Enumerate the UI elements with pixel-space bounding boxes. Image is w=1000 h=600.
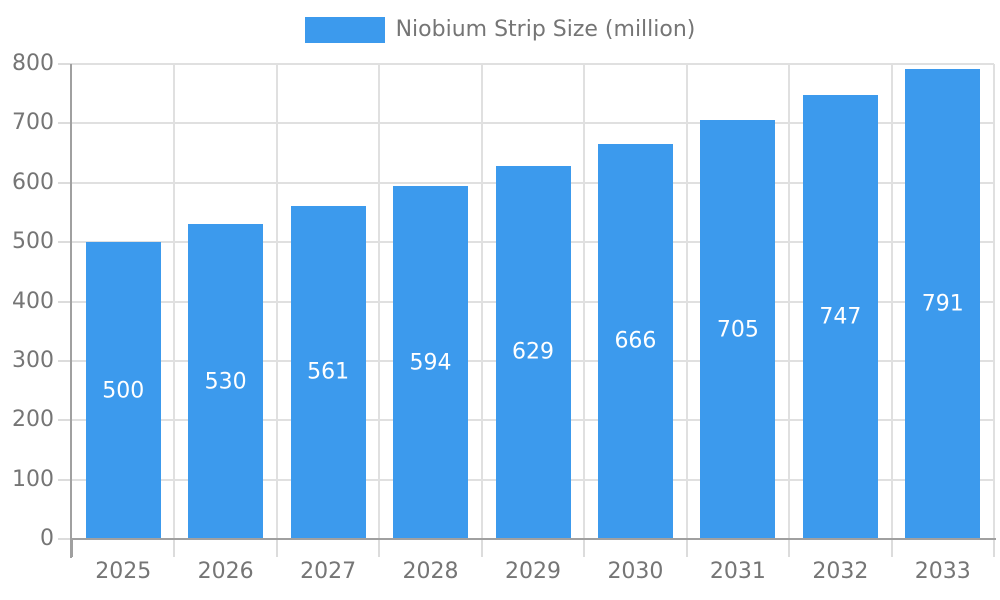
x-axis-label: 2027 <box>300 559 357 584</box>
v-gridline <box>275 64 278 539</box>
v-gridline <box>378 64 381 539</box>
legend[interactable]: Niobium Strip Size (million) <box>0 17 1000 43</box>
bar-value-label: 561 <box>307 359 350 385</box>
h-gridline <box>72 63 994 65</box>
bar-value-label: 629 <box>512 339 554 365</box>
x-axis-label: 2028 <box>402 559 459 584</box>
x-axis-label: 2031 <box>709 559 766 584</box>
bar-value-label: 500 <box>102 378 145 404</box>
x-tick <box>71 538 73 557</box>
y-axis-label: 400 <box>12 288 54 314</box>
y-axis-line <box>70 64 72 558</box>
x-tick <box>480 538 483 557</box>
plot-area: 500 530 561 594 629 666 705 747 791 <box>72 63 995 539</box>
x-tick <box>275 538 278 557</box>
y-tick <box>58 241 72 244</box>
y-tick <box>58 122 72 125</box>
x-tick <box>890 538 893 557</box>
y-axis-label: 100 <box>12 466 54 492</box>
bar-value-label: 530 <box>204 369 247 395</box>
x-axis-label: 2032 <box>812 559 869 584</box>
v-gridline <box>173 64 176 539</box>
y-tick <box>58 300 72 303</box>
bar-value-label: 747 <box>819 304 862 330</box>
y-axis-label: 200 <box>12 407 54 433</box>
y-tick <box>58 419 72 422</box>
y-tick <box>58 181 72 184</box>
bar-2032: 747 <box>802 95 878 539</box>
x-tick <box>685 538 688 557</box>
x-axis-label: 2025 <box>95 559 152 584</box>
x-tick <box>788 538 791 557</box>
x-tick <box>583 538 586 557</box>
x-tick <box>993 538 995 557</box>
bar-2031: 705 <box>700 120 776 539</box>
x-axis-label: 2029 <box>504 559 561 584</box>
bar-value-label: 705 <box>716 317 759 343</box>
y-axis-label: 600 <box>12 169 54 195</box>
x-axis-label: 2033 <box>914 559 971 584</box>
y-tick <box>58 359 72 362</box>
y-tick <box>58 538 72 540</box>
v-gridline <box>788 64 791 539</box>
v-gridline <box>480 64 483 539</box>
bar-2033: 791 <box>905 69 981 539</box>
y-tick <box>58 478 72 481</box>
bar-2030: 666 <box>597 143 673 539</box>
bar-2029: 629 <box>495 165 571 539</box>
y-axis-label: 300 <box>12 347 54 373</box>
x-axis-label: 2030 <box>607 559 664 584</box>
h-gridline <box>72 122 994 125</box>
x-tick <box>378 538 381 557</box>
y-axis-label: 800 <box>12 51 54 76</box>
bar-2027: 561 <box>290 205 366 539</box>
v-gridline <box>993 64 995 539</box>
y-tick <box>58 63 72 65</box>
x-axis-line <box>70 538 996 540</box>
y-axis-label: 500 <box>12 229 54 255</box>
bar-value-label: 666 <box>614 328 657 354</box>
y-axis-label: 0 <box>40 526 54 551</box>
x-axis-label: 2026 <box>197 559 254 584</box>
v-gridline <box>890 64 893 539</box>
bar-value-label: 594 <box>409 350 452 376</box>
legend-swatch <box>304 17 385 43</box>
bar-2026: 530 <box>188 224 264 539</box>
bar-2028: 594 <box>393 186 469 539</box>
legend-label: Niobium Strip Size (million) <box>395 17 696 42</box>
x-tick <box>173 538 176 557</box>
bar-value-label: 791 <box>921 291 964 317</box>
v-gridline <box>685 64 688 539</box>
bar-2025: 500 <box>85 242 161 539</box>
y-axis-label: 700 <box>12 110 54 136</box>
v-gridline <box>583 64 586 539</box>
